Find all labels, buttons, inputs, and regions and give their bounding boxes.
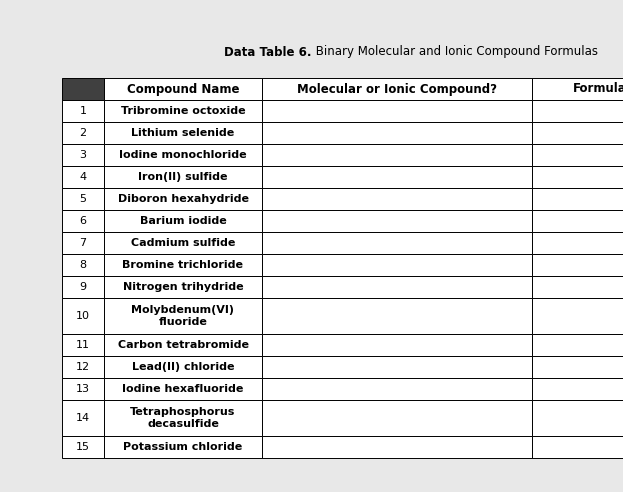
Bar: [62, 210, 104, 232]
Bar: [262, 210, 532, 232]
Text: Tetraphosphorus
decasulfide: Tetraphosphorus decasulfide: [130, 407, 235, 429]
Bar: [262, 298, 532, 334]
Bar: [262, 276, 532, 298]
Text: Iodine hexafluoride: Iodine hexafluoride: [122, 384, 244, 394]
Bar: [104, 232, 262, 254]
Text: 3: 3: [80, 150, 87, 160]
Bar: [532, 254, 623, 276]
Bar: [532, 378, 623, 400]
Bar: [262, 166, 532, 188]
Text: Diboron hexahydride: Diboron hexahydride: [118, 194, 249, 204]
Bar: [262, 122, 532, 144]
Text: Potassium chloride: Potassium chloride: [123, 442, 242, 452]
Text: 7: 7: [80, 238, 87, 248]
Bar: [532, 232, 623, 254]
Text: Lithium selenide: Lithium selenide: [131, 128, 235, 138]
Bar: [62, 232, 104, 254]
Bar: [104, 436, 262, 458]
Bar: [262, 436, 532, 458]
Text: Iron(II) sulfide: Iron(II) sulfide: [138, 172, 228, 182]
Bar: [532, 210, 623, 232]
Bar: [62, 166, 104, 188]
Bar: [62, 188, 104, 210]
Text: 14: 14: [76, 413, 90, 423]
Bar: [104, 210, 262, 232]
Bar: [262, 100, 532, 122]
Bar: [104, 78, 262, 100]
Text: 12: 12: [76, 362, 90, 372]
Bar: [104, 356, 262, 378]
Bar: [104, 166, 262, 188]
Bar: [262, 254, 532, 276]
Bar: [532, 122, 623, 144]
Bar: [62, 334, 104, 356]
Bar: [104, 188, 262, 210]
Bar: [104, 378, 262, 400]
Text: Molecular or Ionic Compound?: Molecular or Ionic Compound?: [297, 83, 497, 95]
Text: 5: 5: [80, 194, 87, 204]
Bar: [262, 400, 532, 436]
Text: 4: 4: [80, 172, 87, 182]
Text: Cadmium sulfide: Cadmium sulfide: [131, 238, 235, 248]
Bar: [262, 78, 532, 100]
Bar: [104, 100, 262, 122]
Text: Tribromine octoxide: Tribromine octoxide: [121, 106, 245, 116]
Bar: [532, 188, 623, 210]
Bar: [62, 356, 104, 378]
Text: Binary Molecular and Ionic Compound Formulas: Binary Molecular and Ionic Compound Form…: [312, 45, 597, 59]
Bar: [532, 400, 623, 436]
Text: Formula: Formula: [573, 83, 623, 95]
Text: 9: 9: [80, 282, 87, 292]
Bar: [62, 122, 104, 144]
Bar: [62, 254, 104, 276]
Bar: [104, 276, 262, 298]
Text: 11: 11: [76, 340, 90, 350]
Bar: [104, 144, 262, 166]
Bar: [104, 122, 262, 144]
Text: 8: 8: [80, 260, 87, 270]
Text: Iodine monochloride: Iodine monochloride: [119, 150, 247, 160]
Bar: [532, 276, 623, 298]
Bar: [104, 298, 262, 334]
Text: 2: 2: [80, 128, 87, 138]
Bar: [532, 334, 623, 356]
Bar: [532, 78, 623, 100]
Bar: [532, 298, 623, 334]
Bar: [62, 276, 104, 298]
Text: Lead(II) chloride: Lead(II) chloride: [131, 362, 234, 372]
Bar: [262, 188, 532, 210]
Text: 6: 6: [80, 216, 87, 226]
Text: 13: 13: [76, 384, 90, 394]
Text: Barium iodide: Barium iodide: [140, 216, 226, 226]
Bar: [62, 378, 104, 400]
Bar: [62, 78, 104, 100]
Bar: [62, 100, 104, 122]
Text: Data Table 6.: Data Table 6.: [224, 45, 312, 59]
Bar: [532, 100, 623, 122]
Text: 15: 15: [76, 442, 90, 452]
Text: Nitrogen trihydride: Nitrogen trihydride: [123, 282, 244, 292]
Bar: [104, 254, 262, 276]
Text: 10: 10: [76, 311, 90, 321]
Text: Compound Name: Compound Name: [126, 83, 239, 95]
Bar: [104, 334, 262, 356]
Bar: [262, 334, 532, 356]
Bar: [62, 436, 104, 458]
Text: Carbon tetrabromide: Carbon tetrabromide: [118, 340, 249, 350]
Bar: [262, 356, 532, 378]
Bar: [532, 436, 623, 458]
Bar: [532, 356, 623, 378]
Bar: [262, 144, 532, 166]
Bar: [262, 232, 532, 254]
Bar: [62, 144, 104, 166]
Bar: [62, 298, 104, 334]
Text: 1: 1: [80, 106, 87, 116]
Bar: [62, 400, 104, 436]
Bar: [262, 378, 532, 400]
Text: Bromine trichloride: Bromine trichloride: [123, 260, 244, 270]
Bar: [532, 144, 623, 166]
Bar: [104, 400, 262, 436]
Bar: [532, 166, 623, 188]
Text: Molybdenum(VI)
fluoride: Molybdenum(VI) fluoride: [131, 305, 234, 327]
